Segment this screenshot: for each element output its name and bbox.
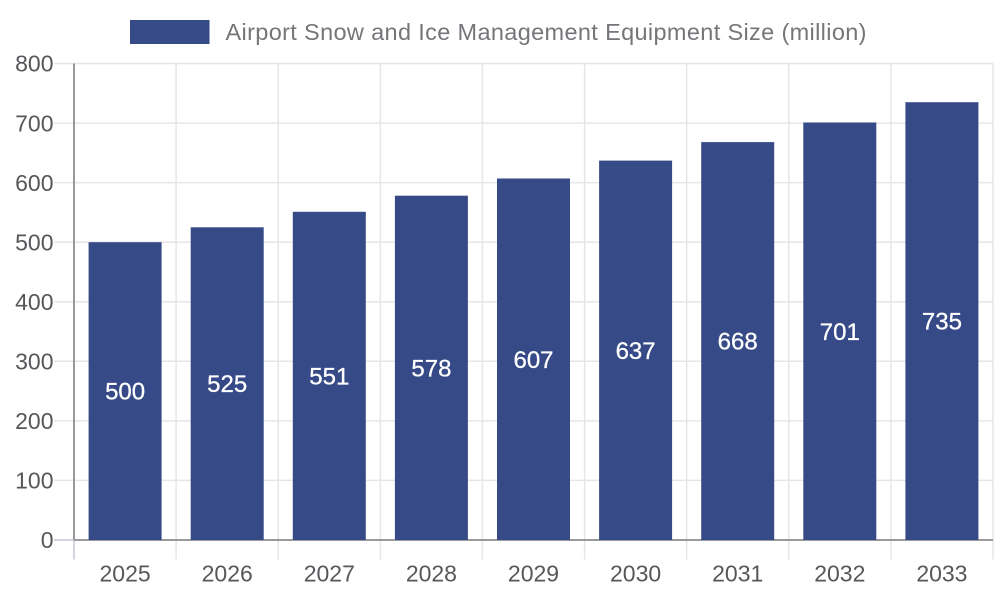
svg-text:735: 735 [922,309,962,336]
svg-text:300: 300 [15,349,53,375]
svg-text:2032: 2032 [814,560,865,586]
svg-text:701: 701 [820,319,860,346]
svg-text:2031: 2031 [712,560,763,586]
svg-text:2030: 2030 [610,560,661,586]
svg-text:700: 700 [15,110,53,136]
svg-text:800: 800 [15,51,53,77]
svg-text:607: 607 [513,347,553,374]
svg-text:525: 525 [207,371,247,398]
svg-text:2027: 2027 [304,560,355,586]
svg-text:578: 578 [411,356,451,383]
svg-text:500: 500 [105,379,145,406]
svg-text:2026: 2026 [202,560,253,586]
svg-text:2028: 2028 [406,560,457,586]
svg-text:600: 600 [15,170,53,196]
svg-text:0: 0 [41,527,54,553]
svg-text:2033: 2033 [916,560,967,586]
svg-text:551: 551 [309,364,349,391]
svg-text:200: 200 [15,408,53,434]
svg-text:100: 100 [15,468,53,494]
svg-text:637: 637 [616,338,656,365]
svg-text:2029: 2029 [508,560,559,586]
svg-text:Airport Snow and Ice Managemen: Airport Snow and Ice Management Equipmen… [226,19,867,45]
svg-text:668: 668 [718,329,758,356]
svg-text:2025: 2025 [100,560,151,586]
svg-text:400: 400 [15,289,53,315]
svg-text:500: 500 [15,229,53,255]
